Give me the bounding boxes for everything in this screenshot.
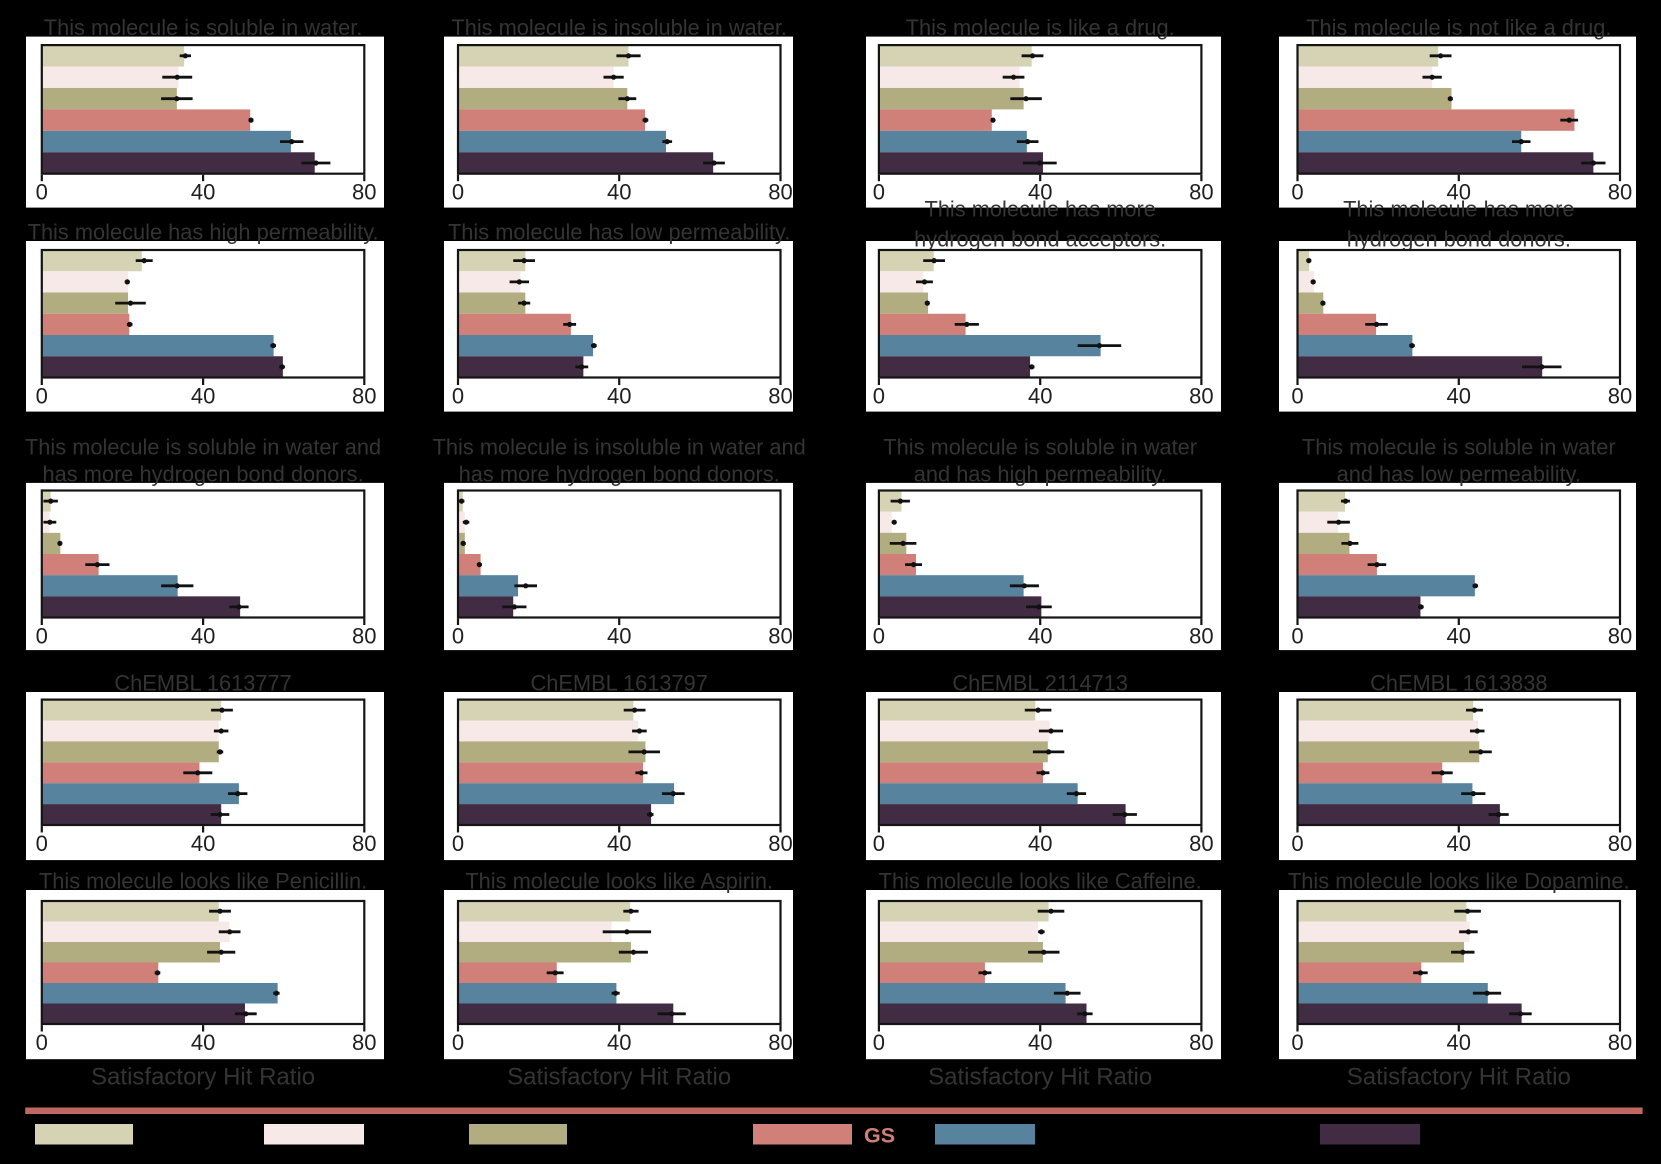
svg-text:This molecule is soluble in wa: This molecule is soluble in water and (25, 434, 381, 459)
svg-text:0: 0 (36, 180, 48, 205)
svg-text:This molecule looks like Dopam: This molecule looks like Dopamine. (1288, 869, 1630, 894)
svg-text:hydrogen bond acceptors.: hydrogen bond acceptors. (914, 227, 1166, 252)
svg-text:40: 40 (607, 1030, 631, 1055)
svg-text:0: 0 (36, 831, 48, 856)
svg-text:40: 40 (607, 624, 631, 649)
svg-text:40: 40 (1028, 384, 1052, 409)
svg-text:This molecule is insoluble in: This molecule is insoluble in water and (433, 434, 806, 459)
svg-text:and has high permeability.: and has high permeability. (914, 461, 1167, 486)
svg-text:and has low permeability.: and has low permeability. (1337, 461, 1581, 486)
svg-text:80: 80 (352, 384, 376, 409)
svg-text:This molecule is insoluble in: This molecule is insoluble in water. (451, 15, 787, 40)
svg-text:40: 40 (191, 384, 215, 409)
svg-text:40: 40 (607, 180, 631, 205)
svg-text:40: 40 (1028, 1030, 1052, 1055)
svg-text:0: 0 (1291, 831, 1303, 856)
svg-text:80: 80 (1608, 831, 1632, 856)
svg-text:80: 80 (1608, 384, 1632, 409)
svg-text:has more hydrogen bond donors.: has more hydrogen bond donors. (43, 461, 364, 486)
svg-text:40: 40 (1447, 624, 1471, 649)
svg-text:This molecule looks like Aspir: This molecule looks like Aspirin. (465, 869, 773, 894)
svg-text:ChEMBL 1613797: ChEMBL 1613797 (531, 671, 708, 696)
svg-text:ChEMBL 2114713: ChEMBL 2114713 (952, 671, 1128, 696)
svg-text:0: 0 (873, 1030, 885, 1055)
svg-text:0: 0 (452, 831, 464, 856)
svg-text:80: 80 (352, 831, 376, 856)
svg-text:40: 40 (1447, 831, 1471, 856)
svg-text:Satisfactory Hit Ratio: Satisfactory Hit Ratio (1347, 1064, 1571, 1091)
svg-text:This molecule is soluble in wa: This molecule is soluble in water (1302, 434, 1616, 459)
svg-text:has more hydrogen bond donors.: has more hydrogen bond donors. (459, 461, 780, 486)
svg-text:40: 40 (1028, 180, 1052, 205)
svg-text:GS: GS (864, 1124, 895, 1148)
svg-text:0: 0 (452, 624, 464, 649)
svg-text:80: 80 (1608, 1030, 1632, 1055)
svg-text:80: 80 (1608, 180, 1632, 205)
svg-text:0: 0 (1291, 1030, 1303, 1055)
svg-text:80: 80 (1189, 180, 1213, 205)
svg-text:This molecule looks like Caffe: This molecule looks like Caffeine. (879, 869, 1202, 894)
svg-text:0: 0 (36, 624, 48, 649)
svg-text:0: 0 (452, 180, 464, 205)
svg-text:80: 80 (768, 624, 792, 649)
svg-text:0: 0 (873, 384, 885, 409)
svg-text:This molecule looks like Penic: This molecule looks like Penicillin. (39, 869, 367, 894)
svg-text:hydrogen bond donors.: hydrogen bond donors. (1347, 227, 1571, 252)
svg-text:This molecule is soluble in wa: This molecule is soluble in water. (44, 15, 363, 40)
svg-text:40: 40 (191, 1030, 215, 1055)
svg-text:This molecule is soluble in wa: This molecule is soluble in water (883, 434, 1197, 459)
svg-text:ChEMBL 1613838: ChEMBL 1613838 (1370, 671, 1547, 696)
svg-text:80: 80 (1189, 831, 1213, 856)
svg-text:40: 40 (191, 180, 215, 205)
svg-text:This molecule has more: This molecule has more (925, 197, 1156, 222)
svg-text:Satisfactory Hit Ratio: Satisfactory Hit Ratio (928, 1064, 1152, 1091)
svg-text:0: 0 (36, 1030, 48, 1055)
svg-text:0: 0 (452, 1030, 464, 1055)
svg-text:80: 80 (1608, 624, 1632, 649)
svg-text:0: 0 (1291, 384, 1303, 409)
svg-text:40: 40 (1028, 831, 1052, 856)
svg-text:ChEMBL 1613777: ChEMBL 1613777 (114, 671, 291, 696)
svg-text:80: 80 (1189, 624, 1213, 649)
svg-text:0: 0 (873, 831, 885, 856)
svg-text:80: 80 (768, 180, 792, 205)
svg-text:0: 0 (1291, 180, 1303, 205)
svg-text:0: 0 (873, 624, 885, 649)
svg-text:0: 0 (873, 180, 885, 205)
svg-text:80: 80 (1189, 1030, 1213, 1055)
svg-text:40: 40 (191, 624, 215, 649)
svg-text:80: 80 (768, 831, 792, 856)
svg-text:80: 80 (768, 384, 792, 409)
svg-text:This molecule has low permeabi: This molecule has low permeability. (448, 220, 790, 245)
svg-text:0: 0 (1291, 624, 1303, 649)
svg-text:80: 80 (768, 1030, 792, 1055)
svg-text:40: 40 (607, 384, 631, 409)
svg-text:80: 80 (1189, 384, 1213, 409)
svg-text:This molecule has high permeab: This molecule has high permeability. (28, 220, 379, 245)
svg-text:40: 40 (607, 831, 631, 856)
svg-text:Satisfactory Hit Ratio: Satisfactory Hit Ratio (507, 1064, 731, 1091)
svg-text:This molecule is like a drug.: This molecule is like a drug. (906, 15, 1175, 40)
svg-text:This molecule has more: This molecule has more (1343, 197, 1574, 222)
svg-text:80: 80 (352, 624, 376, 649)
svg-text:Satisfactory Hit Ratio: Satisfactory Hit Ratio (91, 1064, 315, 1091)
svg-text:80: 80 (352, 180, 376, 205)
svg-text:40: 40 (1447, 180, 1471, 205)
svg-text:0: 0 (452, 384, 464, 409)
svg-text:40: 40 (1447, 1030, 1471, 1055)
svg-text:80: 80 (352, 1030, 376, 1055)
svg-text:40: 40 (1447, 384, 1471, 409)
svg-text:This molecule is not like a dr: This molecule is not like a drug. (1306, 15, 1611, 40)
svg-text:40: 40 (191, 831, 215, 856)
svg-text:40: 40 (1028, 624, 1052, 649)
svg-text:0: 0 (36, 384, 48, 409)
